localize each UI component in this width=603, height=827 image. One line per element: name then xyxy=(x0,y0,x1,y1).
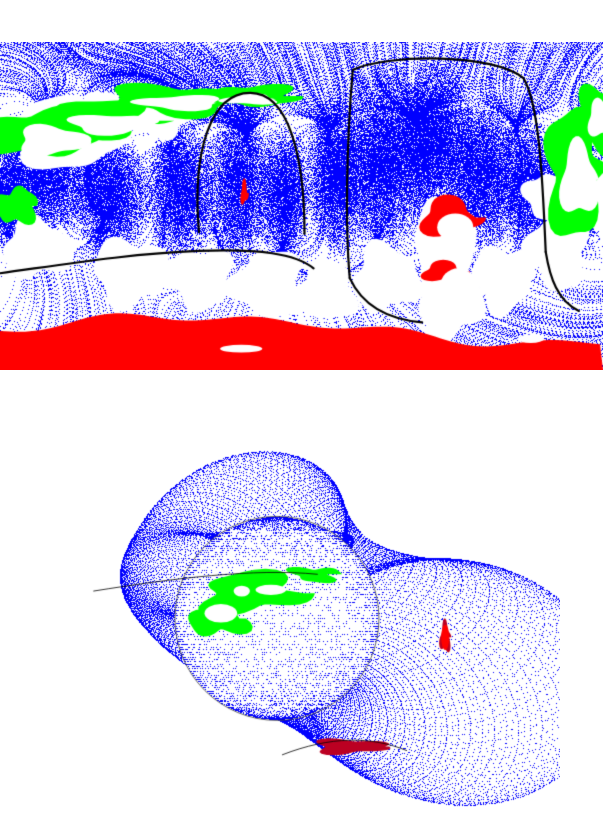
map-panel xyxy=(0,42,603,370)
three-dimensional-folded-surface-canvas xyxy=(50,400,560,820)
equirectangular-field-map-canvas xyxy=(0,42,603,370)
surface-panel xyxy=(50,400,560,820)
